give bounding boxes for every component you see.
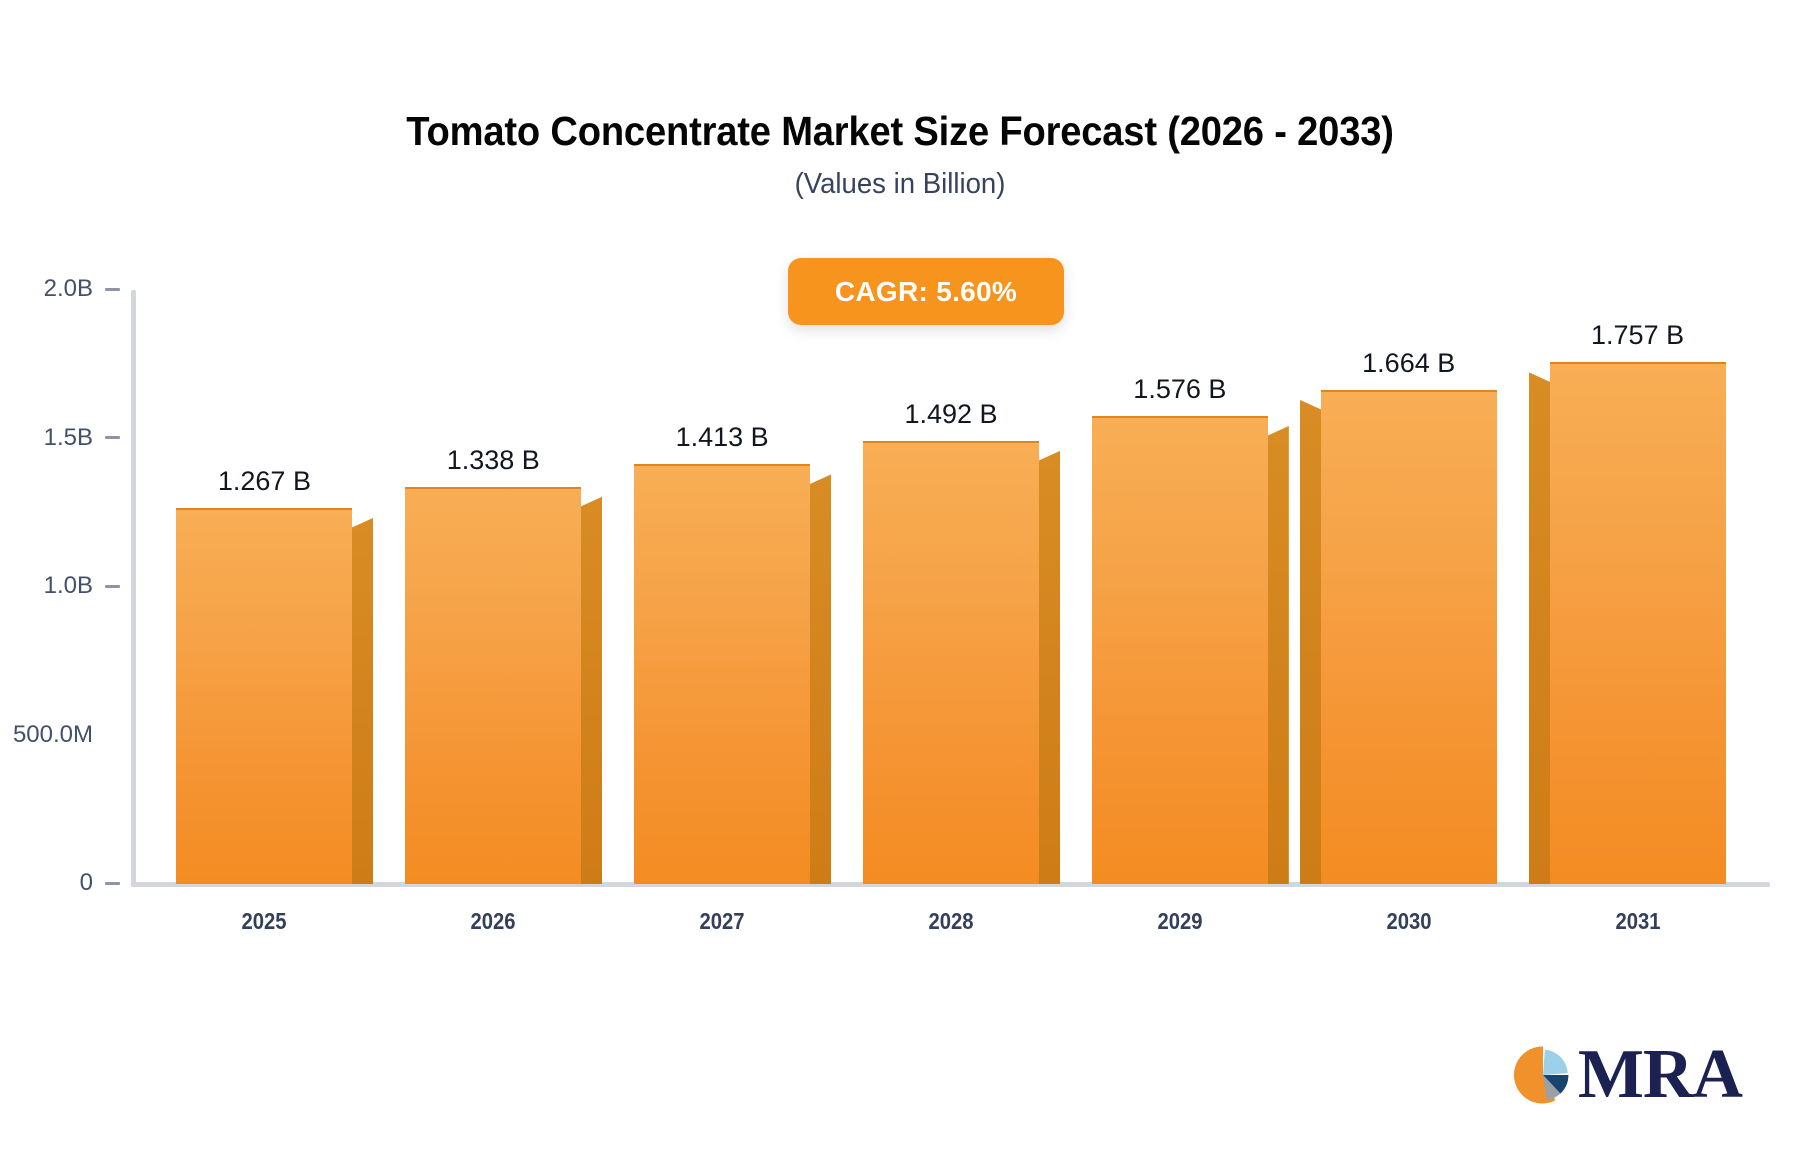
y-axis-tick-2-0B: 2.0B	[44, 275, 120, 303]
bar-front-face	[634, 464, 811, 884]
page-title: Tomato Concentrate Market Size Forecast …	[406, 108, 1394, 154]
x-axis-label-2031: 2031	[1615, 908, 1661, 934]
bar-value-label: 1.664 B	[1362, 347, 1456, 378]
x-axis-label-2028: 2028	[928, 908, 974, 934]
bar-front-face	[863, 440, 1039, 884]
y-axis-tick-1-0B: 1.0B	[44, 572, 120, 600]
x-axis-line	[131, 882, 1770, 887]
y-axis-tick-label: 1.0B	[43, 572, 93, 599]
bar-side-face	[580, 496, 603, 884]
bar-value-label: 1.757 B	[1591, 320, 1685, 351]
bar-2030[interactable]: 1.664 B	[1299, 348, 1497, 884]
bar-value-label: 1.413 B	[675, 422, 769, 453]
bar-front-face	[405, 486, 582, 884]
bar-side-face	[1528, 372, 1551, 884]
bar-front-face	[1320, 389, 1497, 884]
bar-side-face	[1038, 450, 1060, 884]
bar-2026[interactable]: 1.338 B	[405, 445, 603, 884]
bar-value-label: 1.492 B	[904, 398, 998, 429]
cagr-badge: CAGR: 5.60%	[788, 258, 1064, 325]
bar-front-face	[1549, 362, 1726, 884]
pie-chart-logo-icon	[1513, 1046, 1569, 1104]
y-axis-line	[131, 290, 136, 885]
y-axis-tick-label: 1.5B	[43, 423, 93, 451]
logo-text: MRA	[1577, 1035, 1743, 1113]
y-axis-tick-mark	[105, 287, 120, 291]
y-axis-tick-label: 500.0M	[12, 720, 93, 748]
bar-2025[interactable]: 1.267 B	[176, 466, 374, 884]
y-axis-tick-500-0M: 500.0M	[13, 721, 120, 749]
bar-side-face	[1299, 399, 1322, 884]
y-axis-tick-mark	[105, 881, 120, 885]
chart-subtitle: (Values in Billion)	[794, 168, 1006, 200]
bar-side-face	[351, 517, 374, 884]
cagr-badge-label: CAGR: 5.60%	[834, 275, 1018, 307]
x-axis-label-2029: 2029	[1157, 908, 1203, 934]
bar-front-face	[1091, 415, 1268, 884]
x-axis-label-2026: 2026	[470, 908, 516, 934]
bar-side-face	[1266, 425, 1289, 884]
bar-value-label: 1.267 B	[217, 465, 311, 496]
bar-2029[interactable]: 1.576 B	[1091, 374, 1289, 884]
y-axis-tick-1-5B: 1.5B	[44, 424, 120, 452]
bar-2027[interactable]: 1.413 B	[634, 422, 832, 884]
bar-value-label: 1.576 B	[1133, 373, 1227, 404]
y-axis-tick-mark	[105, 584, 120, 588]
bar-value-label: 1.338 B	[446, 444, 540, 475]
bar-2028[interactable]: 1.492 B	[863, 399, 1060, 884]
x-axis-label-2025: 2025	[241, 908, 287, 934]
bar-front-face	[176, 507, 353, 884]
y-axis-tick-label: 0	[79, 869, 93, 896]
bar-side-face	[809, 474, 832, 884]
x-axis-label-2027: 2027	[699, 908, 745, 934]
x-axis-label-2030: 2030	[1386, 908, 1432, 934]
y-axis-tick-mark	[105, 436, 120, 439]
bar-2031[interactable]: 1.757 B	[1528, 320, 1726, 884]
brand-logo: MRA	[1512, 1035, 1743, 1113]
y-axis-tick-0: 0	[80, 869, 120, 897]
y-axis-tick-label: 2.0B	[43, 275, 93, 302]
